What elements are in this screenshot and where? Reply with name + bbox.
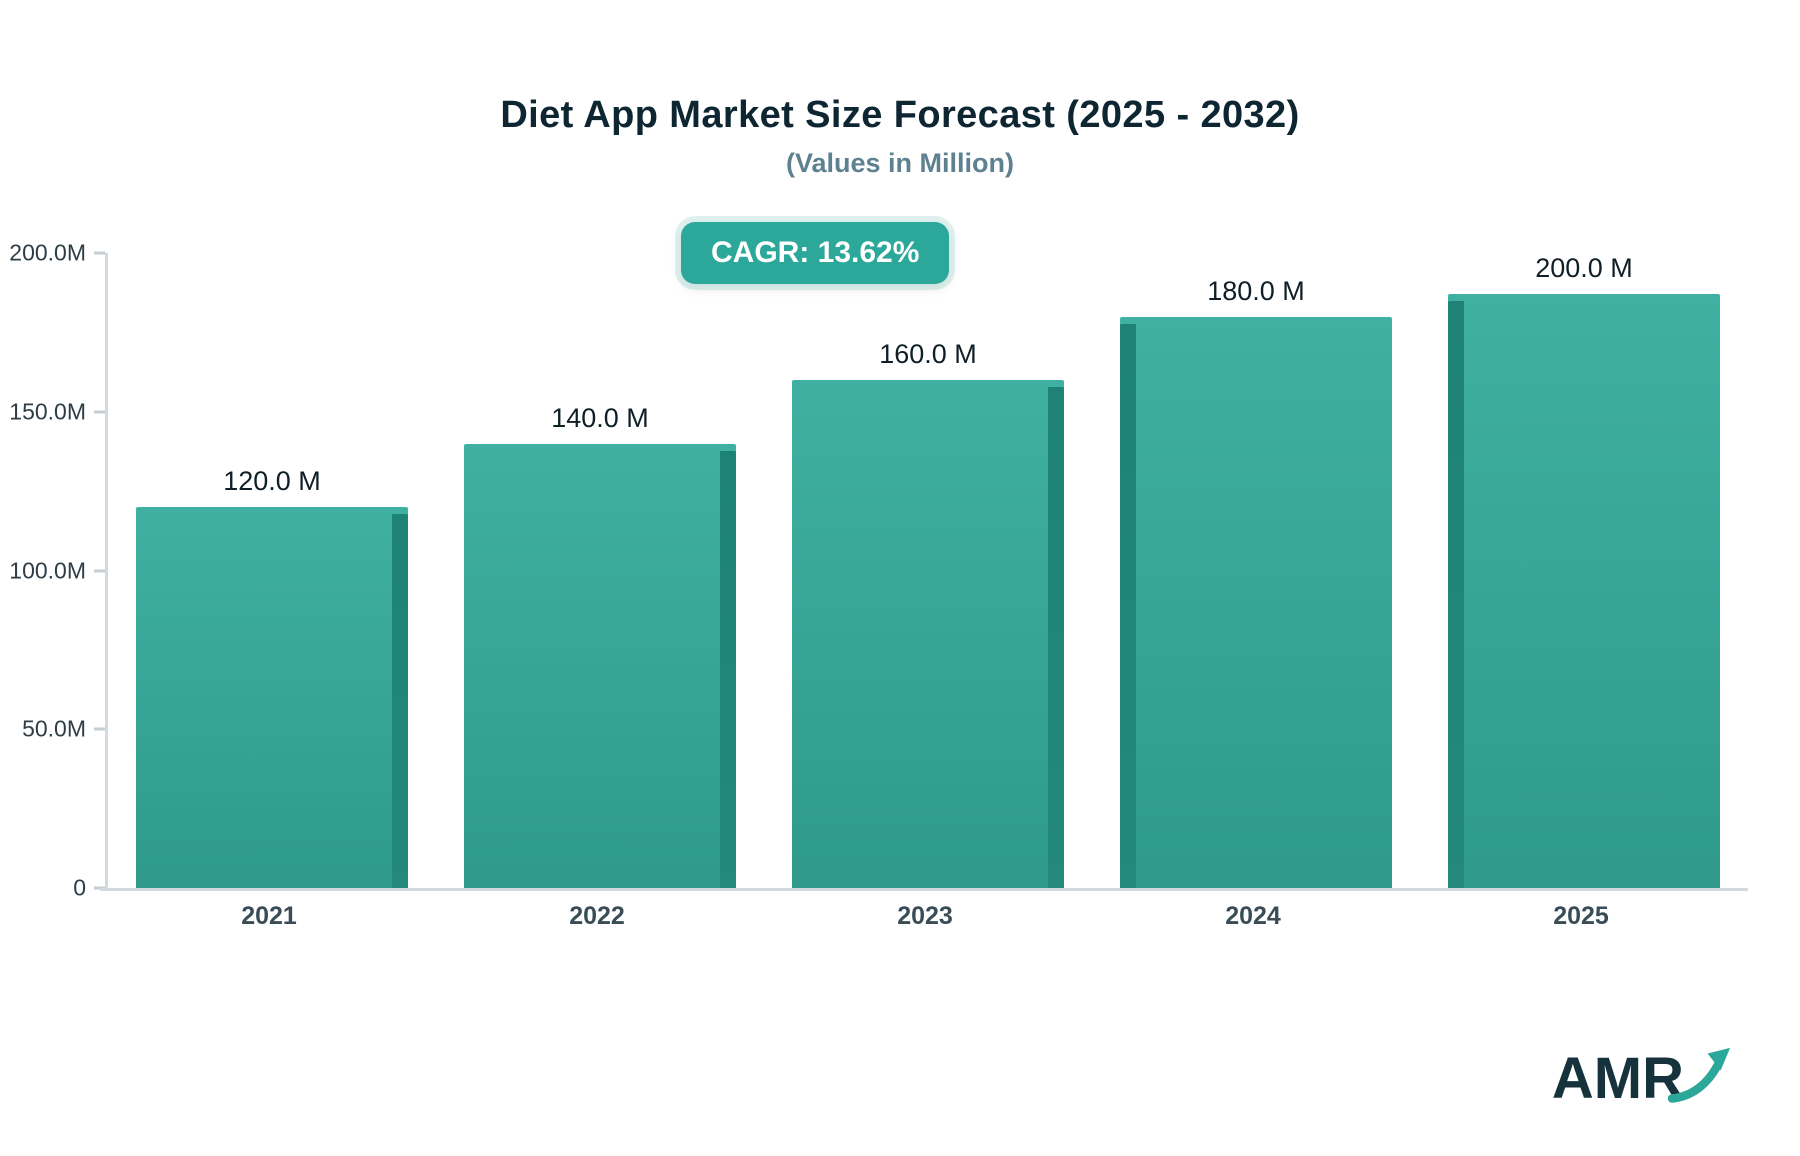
bar-value-label-2024: 180.0 M bbox=[1207, 275, 1305, 306]
bar-2022 bbox=[464, 443, 736, 888]
bar-slot-2021: 120.0 M bbox=[108, 253, 436, 888]
y-tick-mark bbox=[94, 886, 105, 890]
bar-3d-edge bbox=[392, 514, 408, 888]
y-tick-label-200.0M: 200.0M bbox=[9, 239, 86, 266]
cagr-badge-label: CAGR: 13.62% bbox=[711, 236, 920, 269]
x-axis-label-2024: 2024 bbox=[1225, 902, 1281, 930]
bar-3d-edge bbox=[1048, 387, 1064, 888]
growth-arrow-icon bbox=[1668, 1047, 1731, 1103]
y-tick-mark bbox=[94, 727, 105, 731]
bar-3d-edge bbox=[720, 450, 736, 888]
plot-area: 120.0 M 140.0 M 160.0 M 180.0 M 200.0 M bbox=[94, 251, 1748, 890]
bar-2023 bbox=[792, 380, 1064, 888]
chart-subtitle: (Values in Million) bbox=[785, 148, 1015, 178]
bar-slot-2025: 200.0 M bbox=[1420, 253, 1748, 888]
y-tick-label-100.0M: 100.0M bbox=[9, 557, 86, 583]
y-axis: 200.0M 150.0M 100.0M 50.0M 0 bbox=[0, 240, 92, 901]
bar-3d-edge bbox=[1448, 301, 1464, 888]
x-axis-label-2022: 2022 bbox=[569, 902, 625, 930]
bar-3d-edge bbox=[1120, 323, 1136, 888]
bar-slot-2022: 140.0 M bbox=[436, 253, 764, 888]
cagr-badge: CAGR: 13.62% bbox=[681, 222, 950, 284]
chart-title: Diet App Market Size Forecast (2025 - 20… bbox=[500, 94, 1300, 136]
bar-value-label-2023: 160.0 M bbox=[879, 339, 977, 369]
amr-logo: AMR bbox=[1552, 1046, 1734, 1108]
y-tick-label-50.0M: 50.0M bbox=[22, 715, 86, 742]
y-tick-label-0: 0 bbox=[73, 874, 86, 901]
bar-2025 bbox=[1448, 294, 1720, 888]
bar-2021 bbox=[136, 507, 408, 888]
bar-value-label-2022: 140.0 M bbox=[551, 402, 649, 433]
amr-logo-text: AMR bbox=[1551, 1046, 1684, 1111]
bar-value-label-2025: 200.0 M bbox=[1535, 253, 1633, 283]
x-axis-label-2023: 2023 bbox=[897, 902, 953, 930]
x-axis-line bbox=[100, 888, 1748, 891]
x-axis-label-2021: 2021 bbox=[241, 902, 297, 930]
x-axis-label-2025: 2025 bbox=[1553, 902, 1609, 930]
x-axis: 2021 2022 2023 2024 2025 bbox=[105, 902, 1745, 931]
y-tick-mark bbox=[94, 569, 105, 572]
bar-2024 bbox=[1120, 316, 1392, 888]
bar-slot-2023: 160.0 M bbox=[764, 253, 1092, 888]
bar-slot-2024: 180.0 M bbox=[1092, 253, 1420, 888]
y-tick-mark bbox=[94, 251, 105, 255]
bar-value-label-2021: 120.0 M bbox=[223, 466, 321, 496]
bar-series: 120.0 M 140.0 M 160.0 M 180.0 M 200.0 M bbox=[108, 253, 1748, 888]
y-tick-mark bbox=[94, 410, 105, 414]
y-tick-label-150.0M: 150.0M bbox=[9, 398, 86, 425]
